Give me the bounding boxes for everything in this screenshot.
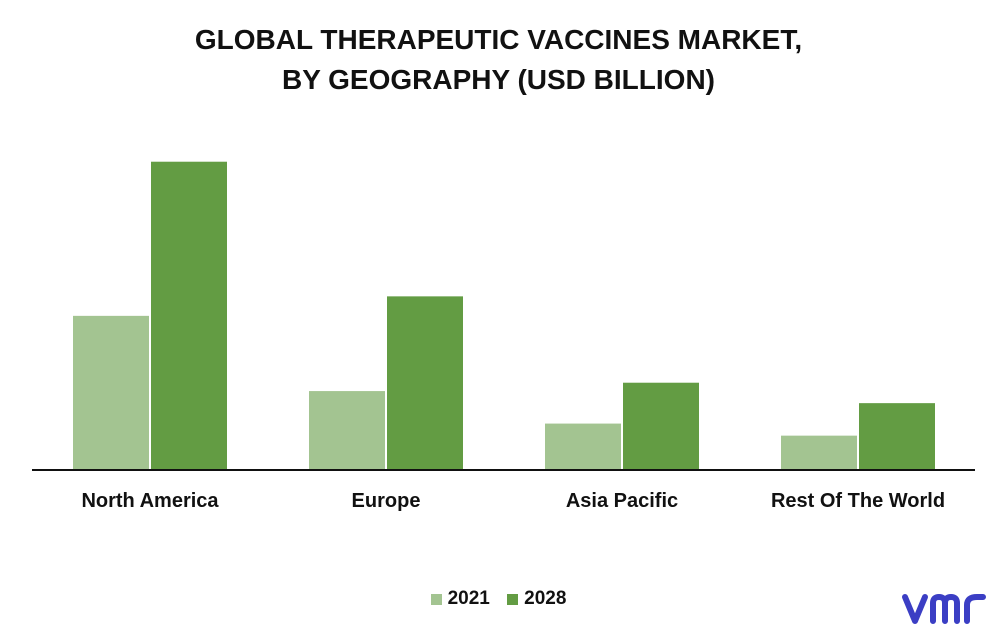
bar-asia-pacific-2028 (623, 382, 699, 470)
legend-item-2021: 2021 (430, 588, 490, 610)
x-tick-label: Asia Pacific (566, 490, 678, 512)
x-tick-label: Rest Of The World (771, 490, 945, 512)
legend-swatch-2021 (430, 593, 442, 605)
vmr-logo (902, 594, 986, 624)
chart-title: GLOBAL THERAPEUTIC VACCINES MARKET, BY G… (0, 20, 997, 100)
bars-group (73, 161, 935, 470)
legend-label-2028: 2028 (524, 588, 567, 609)
legend-swatch-2028 (507, 593, 519, 605)
x-tick-label: North America (81, 490, 219, 512)
bar-north-america-2028 (151, 161, 227, 470)
bar-europe-2028 (387, 296, 463, 470)
bar-europe-2021 (309, 391, 385, 470)
legend-item-2028: 2028 (507, 588, 566, 610)
bar-rest-of-the-world-2021 (781, 435, 857, 470)
legend-label-2021: 2021 (447, 588, 490, 609)
chart-title-line-1: GLOBAL THERAPEUTIC VACCINES MARKET, (194, 24, 803, 55)
bar-asia-pacific-2021 (545, 423, 621, 470)
chart-title-line-2: BY GEOGRAPHY (USD BILLION) (281, 64, 715, 95)
x-tick-labels: North America Europe Asia Pacific Rest Of T… (81, 490, 945, 512)
bar-north-america-2021 (73, 315, 149, 470)
legend: 2021 2028 (0, 588, 997, 611)
bar-rest-of-the-world-2028 (859, 403, 935, 470)
x-tick-label: Europe (352, 490, 421, 512)
